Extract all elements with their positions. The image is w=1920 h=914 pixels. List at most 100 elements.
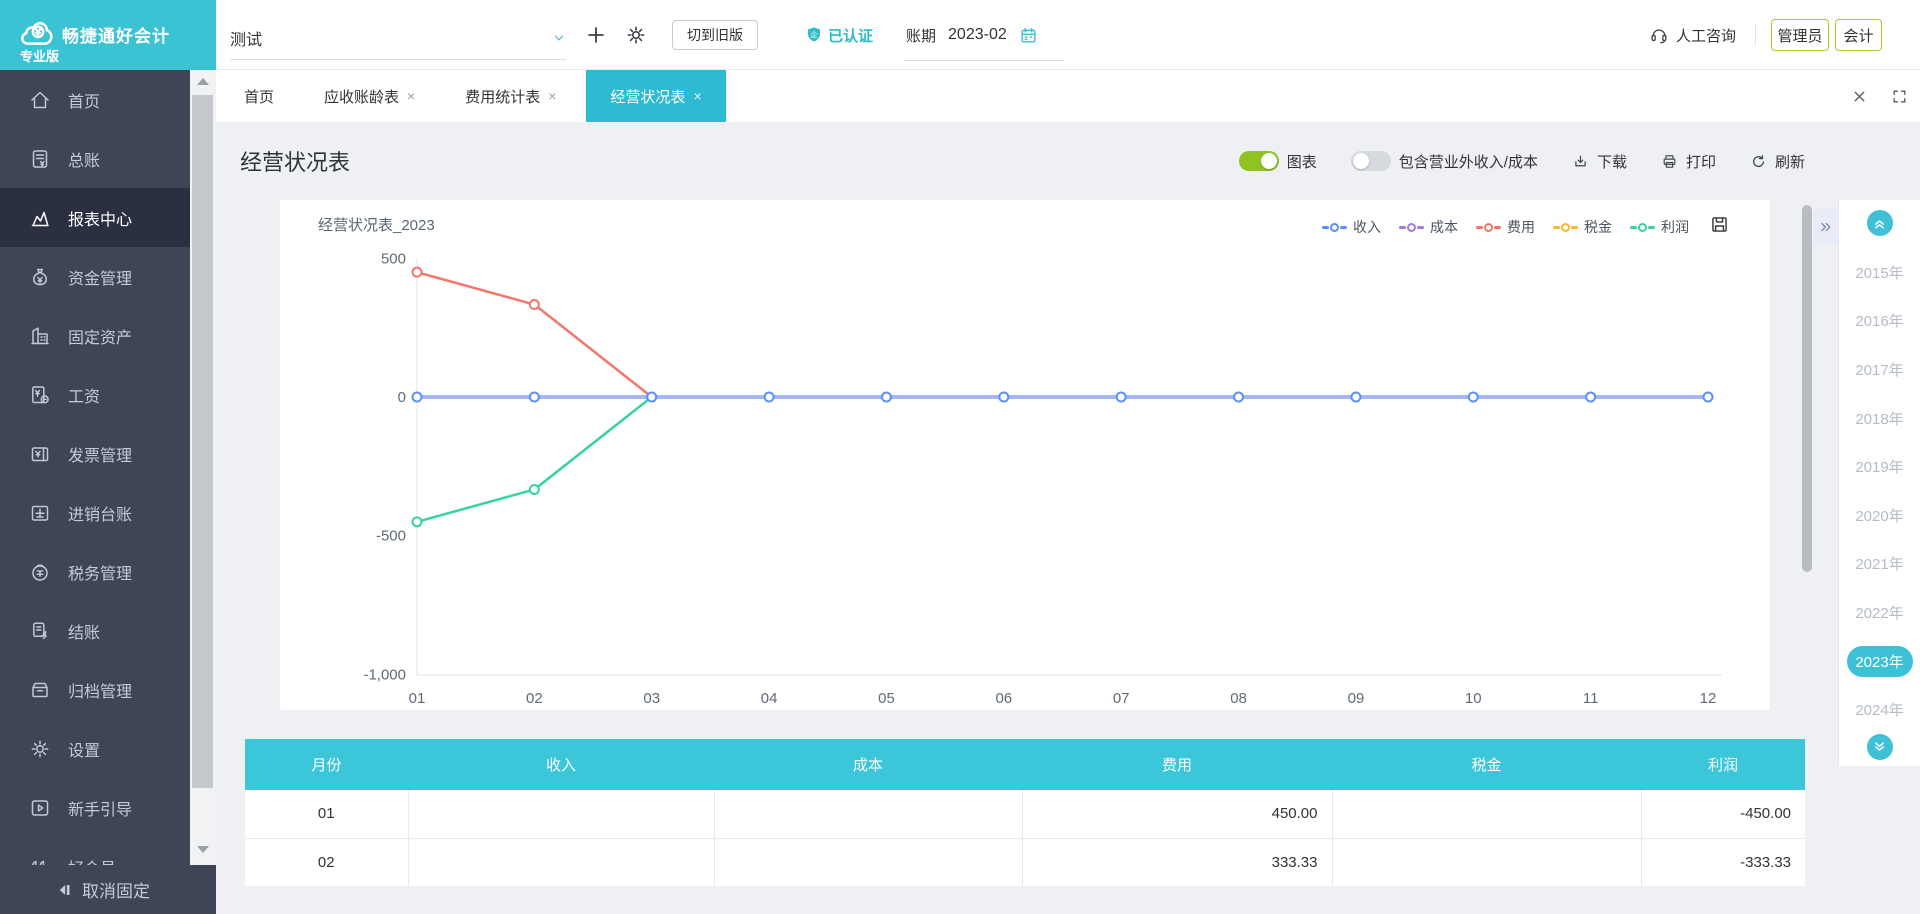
sidebar-item-2[interactable]: 总账 [0, 129, 190, 188]
main-scrollbar-thumb[interactable] [1802, 205, 1812, 572]
tab-close-icon[interactable]: × [548, 88, 557, 104]
account-select[interactable]: 测试 [230, 16, 566, 60]
switch-to-old-version-button[interactable]: 切到旧版 [672, 20, 758, 50]
year-label: 2021年 [1855, 556, 1904, 574]
sidebar-item-10[interactable]: 结账 [0, 601, 190, 660]
svg-text:10: 10 [1465, 690, 1482, 707]
year-label: 2022年 [1855, 604, 1904, 622]
year-item[interactable]: 2020年 [1839, 491, 1920, 540]
value-cell [408, 838, 715, 886]
year-item[interactable]: 2023年 [1839, 637, 1920, 686]
save-chart-image-button[interactable] [1707, 214, 1730, 240]
years-scroll-down-button[interactable] [1866, 734, 1893, 760]
close-all-tabs-icon[interactable] [1851, 88, 1868, 105]
year-item[interactable]: 2018年 [1839, 394, 1920, 443]
sidebar-item-label: 首页 [68, 93, 101, 111]
tax-icon [32, 563, 48, 581]
chart-toggle[interactable] [1238, 151, 1279, 171]
year-item[interactable]: 2015年 [1839, 248, 1920, 297]
download-label: 下载 [1596, 153, 1627, 171]
calendar-icon[interactable] [1019, 26, 1038, 45]
sidebar-item-5[interactable]: 固定资产 [0, 306, 190, 365]
sidebar-item-13[interactable]: 新手引导 [0, 778, 190, 837]
sidebar-item-9[interactable]: 税务管理 [0, 542, 190, 601]
tab-close-icon[interactable]: × [693, 88, 702, 104]
accounting-period: 账期 2023-02 [906, 0, 1038, 70]
sidebar-item-3[interactable]: 报表中心 [0, 188, 190, 247]
year-item[interactable]: 2022年 [1839, 588, 1920, 637]
include-nonoperating-label: 包含营业外收入/成本 [1398, 153, 1538, 171]
year-item[interactable]: 2017年 [1839, 345, 1920, 394]
report-chart-icon [31, 211, 49, 226]
value-cell [408, 790, 715, 839]
print-button[interactable]: 打印 [1661, 151, 1716, 172]
year-label: 2023年 [1846, 645, 1913, 677]
month-cell: 02 [245, 838, 409, 886]
tab-4[interactable]: 经营状况表 × [586, 70, 726, 122]
tab-label: 首页 [244, 88, 275, 106]
gear-icon[interactable] [624, 23, 648, 47]
save-icon [1712, 217, 1727, 232]
value-cell: 450.00 [1022, 790, 1333, 839]
year-item[interactable]: 2016年 [1839, 297, 1920, 346]
role-admin-button[interactable]: 管理员 [1771, 19, 1829, 51]
certified-label: 已认证 [828, 27, 874, 45]
include-nonoperating-toggle[interactable] [1350, 151, 1391, 171]
support-button[interactable]: 人工咨询 [1649, 0, 1736, 70]
sidebar-item-11[interactable]: 归档管理 [0, 660, 190, 719]
period-value[interactable]: 2023-02 [948, 26, 1007, 43]
sidebar-item-4[interactable]: 资金管理 [0, 247, 190, 306]
year-item[interactable]: 2021年 [1839, 540, 1920, 589]
sidebar-scrollbar[interactable] [190, 70, 216, 865]
sidebar-item-1[interactable]: 首页 [0, 70, 190, 129]
sidebar-item-7[interactable]: 发票管理 [0, 424, 190, 483]
sidebar-item-12[interactable]: 设置 [0, 719, 190, 778]
legend-item-1[interactable]: 收入 [1322, 217, 1381, 237]
trade-ledger-icon [31, 505, 49, 521]
account-name: 测试 [230, 31, 263, 49]
value-cell: -450.00 [1641, 790, 1805, 839]
legend-item-2[interactable]: 成本 [1399, 217, 1458, 237]
sidebar-item-label: 报表中心 [68, 211, 133, 229]
sidebar-scrollbar-thumb[interactable] [192, 95, 213, 788]
month-cell: 01 [245, 790, 409, 839]
svg-text:04: 04 [761, 690, 778, 707]
tab-3[interactable]: 费用统计表 × [445, 70, 576, 122]
legend-item-3[interactable]: 费用 [1476, 217, 1535, 237]
value-cell: -333.33 [1641, 838, 1805, 886]
svg-text:08: 08 [1230, 690, 1247, 707]
add-account-set-icon[interactable] [584, 23, 608, 47]
svg-text:经营状况表_2023: 经营状况表_2023 [318, 217, 435, 234]
year-item[interactable]: 2024年 [1839, 685, 1920, 734]
legend-label: 税金 [1584, 219, 1612, 235]
download-button[interactable]: 下载 [1572, 151, 1627, 172]
scroll-down-arrow-icon[interactable] [197, 846, 209, 853]
sidebar-menu: 首页总账报表中心资金管理 固定资产 工资 发票管理 进销台账 税务管理 结账 归档管理 设置 新手… [0, 70, 190, 865]
sidebar-item-8[interactable]: 进销台账 [0, 483, 190, 542]
column-header: 费用 [1022, 739, 1332, 790]
legend-item-5[interactable]: 利润 [1630, 217, 1689, 237]
tab-2[interactable]: 应收账龄表 × [304, 70, 435, 122]
tab-close-icon[interactable]: × [407, 88, 416, 104]
home-icon [31, 91, 49, 108]
year-label: 2019年 [1855, 459, 1904, 477]
collapse-year-panel-button[interactable] [1814, 208, 1838, 245]
tab-label: 费用统计表 [465, 88, 541, 106]
sidebar-item-6[interactable]: 工资 [0, 365, 190, 424]
period-underline [904, 60, 1064, 61]
column-header: 收入 [408, 739, 714, 790]
legend-item-4[interactable]: 税金 [1553, 217, 1612, 237]
svg-text:-1,000: -1,000 [363, 666, 406, 683]
guide-icon [31, 799, 49, 816]
sidebar-item-14[interactable]: 好会员 [0, 837, 190, 865]
svg-text:企: 企 [810, 29, 818, 39]
years-scroll-up-button[interactable] [1866, 210, 1893, 236]
year-item[interactable]: 2019年 [1839, 442, 1920, 491]
fullscreen-icon[interactable] [1891, 88, 1908, 105]
scroll-up-arrow-icon[interactable] [197, 78, 209, 85]
unpin-sidebar-button[interactable]: 取消固定 [0, 865, 216, 914]
role-accountant-button[interactable]: 会计 [1835, 19, 1882, 51]
refresh-button[interactable]: 刷新 [1750, 151, 1805, 172]
tab-1[interactable]: 首页 [224, 70, 294, 122]
legend-marker [1476, 222, 1501, 232]
